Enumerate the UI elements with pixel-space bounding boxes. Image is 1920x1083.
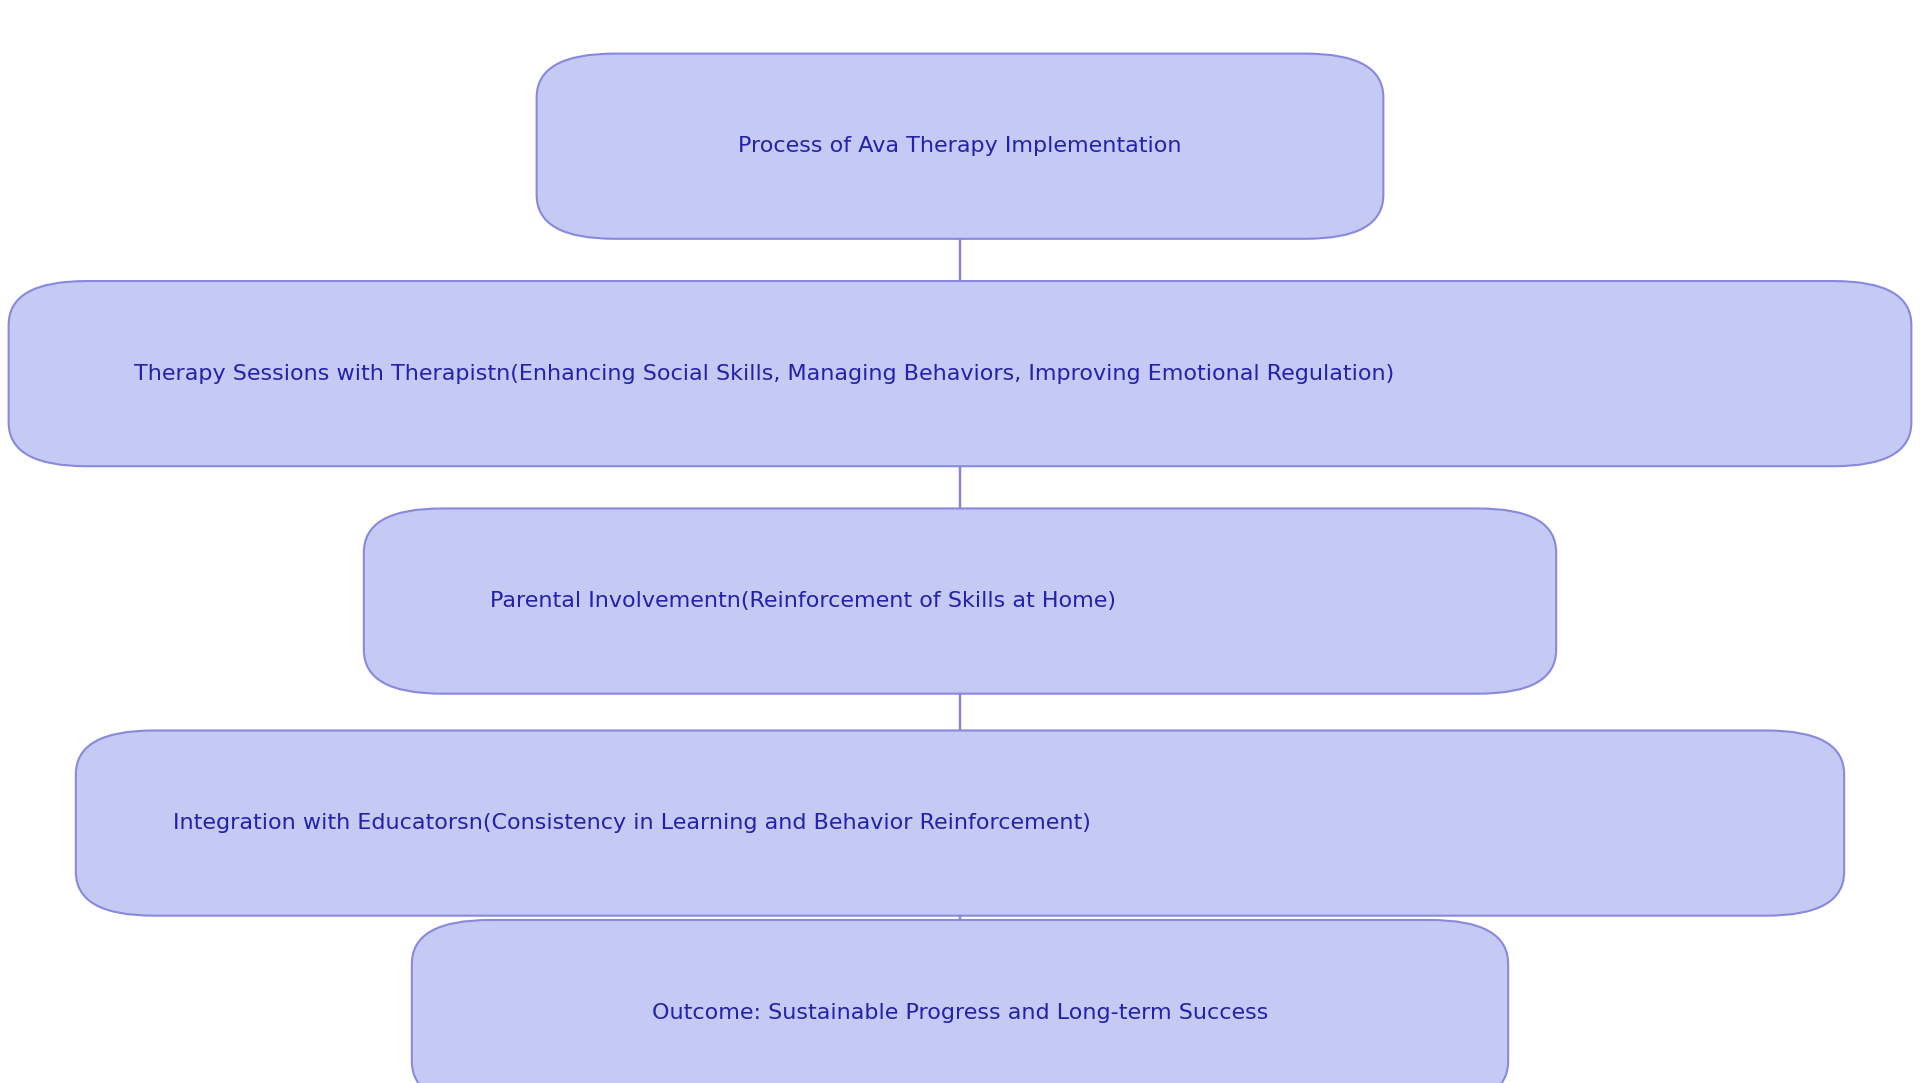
- Text: Process of Ava Therapy Implementation: Process of Ava Therapy Implementation: [739, 136, 1181, 156]
- FancyBboxPatch shape: [8, 282, 1910, 466]
- Text: Integration with Educatorsn(Consistency in Learning and Behavior Reinforcement): Integration with Educatorsn(Consistency …: [173, 813, 1091, 833]
- FancyBboxPatch shape: [77, 730, 1843, 916]
- FancyBboxPatch shape: [363, 509, 1555, 693]
- Text: Therapy Sessions with Therapistn(Enhancing Social Skills, Managing Behaviors, Im: Therapy Sessions with Therapistn(Enhanci…: [134, 364, 1394, 383]
- Text: Parental Involvementn(Reinforcement of Skills at Home): Parental Involvementn(Reinforcement of S…: [490, 591, 1116, 611]
- FancyBboxPatch shape: [411, 921, 1507, 1083]
- Text: Outcome: Sustainable Progress and Long-term Success: Outcome: Sustainable Progress and Long-t…: [651, 1003, 1269, 1022]
- FancyBboxPatch shape: [538, 54, 1382, 239]
